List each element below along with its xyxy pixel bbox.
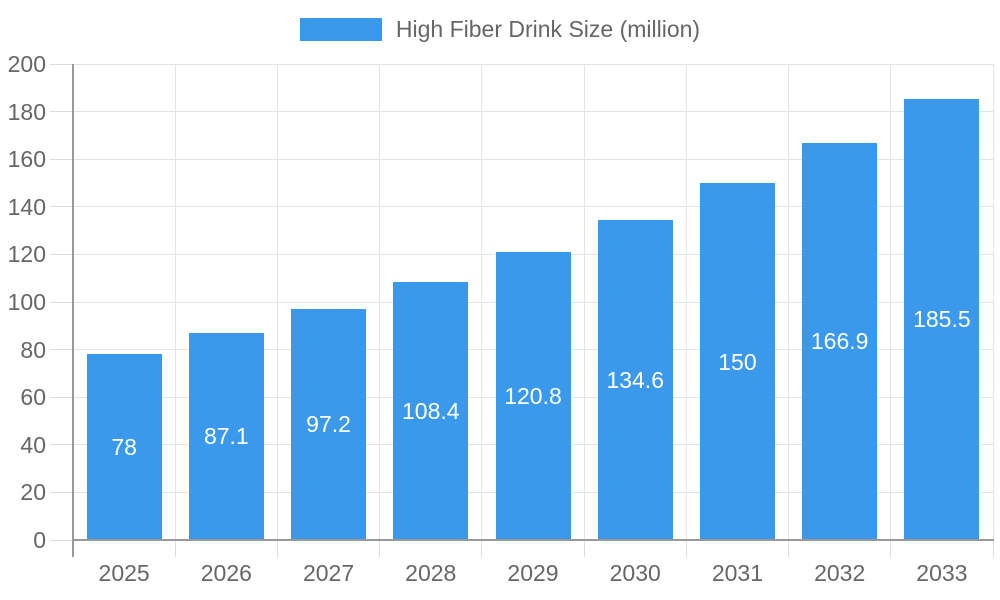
y-gridline	[73, 158, 993, 160]
x-axis-label-2028: 2028	[405, 560, 457, 586]
y-axis-label: 200	[7, 51, 46, 77]
bar-2025[interactable]	[86, 354, 162, 540]
x-axis-tick	[685, 540, 687, 557]
x-axis-line	[73, 538, 994, 541]
y-axis-label: 40	[20, 431, 46, 458]
x-gridline	[174, 64, 176, 540]
y-axis-tick	[50, 444, 73, 446]
x-gridline	[379, 64, 381, 540]
legend-label: High Fiber Drink Size (million)	[395, 16, 701, 42]
bar-value-label: 87.1	[203, 423, 249, 450]
bar-2027[interactable]	[291, 308, 367, 540]
y-axis-tick	[50, 206, 73, 208]
y-axis-tick	[50, 253, 73, 255]
x-axis-tick	[481, 540, 483, 557]
y-axis-tick	[50, 349, 73, 351]
x-gridline	[685, 64, 687, 540]
x-axis-label-2025: 2025	[98, 560, 150, 586]
x-axis-tick	[379, 540, 381, 557]
bar-2032[interactable]	[802, 142, 878, 540]
y-gridline	[73, 63, 993, 65]
x-axis-tick	[788, 540, 790, 557]
x-gridline	[890, 64, 892, 540]
bar-2028[interactable]	[393, 282, 469, 540]
x-gridline	[788, 64, 790, 540]
bar-value-label: 185.5	[913, 306, 971, 333]
x-axis-label-2027: 2027	[302, 560, 355, 586]
bar-value-label: 150	[718, 348, 757, 375]
bar-2033[interactable]	[904, 98, 980, 540]
x-axis-label-2032: 2032	[814, 560, 866, 586]
bar-2026[interactable]	[188, 332, 264, 540]
y-axis-label: 80	[20, 336, 46, 363]
y-axis-label: 120	[7, 241, 46, 268]
bar-value-label: 134.6	[606, 366, 664, 393]
y-axis-label: 60	[20, 384, 46, 411]
x-gridline	[276, 64, 278, 540]
bar-value-label: 166.9	[810, 328, 869, 355]
bar-2029[interactable]	[495, 252, 571, 540]
y-axis-label: 100	[7, 289, 46, 315]
y-axis-label: 140	[7, 193, 46, 220]
y-axis-tick	[50, 158, 73, 160]
bar-value-label: 78	[111, 434, 137, 461]
bar-value-label: 108.4	[401, 398, 460, 424]
bar-2031[interactable]	[699, 183, 775, 540]
x-axis-label-2030: 2030	[609, 560, 661, 586]
x-axis-tick	[992, 540, 994, 557]
y-axis-label: 160	[7, 146, 46, 173]
x-axis-tick	[276, 540, 278, 557]
bar-value-label: 97.2	[306, 411, 351, 438]
y-axis-tick	[50, 63, 73, 65]
y-gridline	[73, 206, 993, 208]
bar-2030[interactable]	[597, 219, 673, 540]
legend[interactable]: High Fiber Drink Size (million)	[0, 16, 1000, 43]
y-axis-line	[71, 64, 74, 557]
bar-value-label: 120.8	[504, 383, 562, 410]
x-axis-tick	[890, 540, 892, 557]
y-axis-tick	[50, 491, 73, 493]
legend-swatch	[299, 18, 382, 41]
x-axis-tick	[583, 540, 585, 557]
x-axis-label-2031: 2031	[711, 560, 764, 586]
y-gridline	[73, 111, 993, 113]
x-axis-tick	[174, 540, 176, 557]
y-axis-tick	[50, 111, 73, 113]
x-axis-label-2026: 2026	[200, 560, 252, 586]
y-axis-label: 20	[20, 479, 46, 506]
y-axis-label: 180	[7, 98, 46, 125]
y-axis-label: 0	[33, 527, 46, 553]
y-axis-tick	[50, 539, 73, 541]
x-gridline	[481, 64, 483, 540]
y-axis-tick	[50, 396, 73, 398]
y-axis-tick	[50, 301, 73, 303]
x-gridline	[583, 64, 585, 540]
x-axis-label-2033: 2033	[916, 560, 968, 586]
x-axis-label-2029: 2029	[507, 560, 559, 586]
x-gridline	[992, 64, 994, 540]
